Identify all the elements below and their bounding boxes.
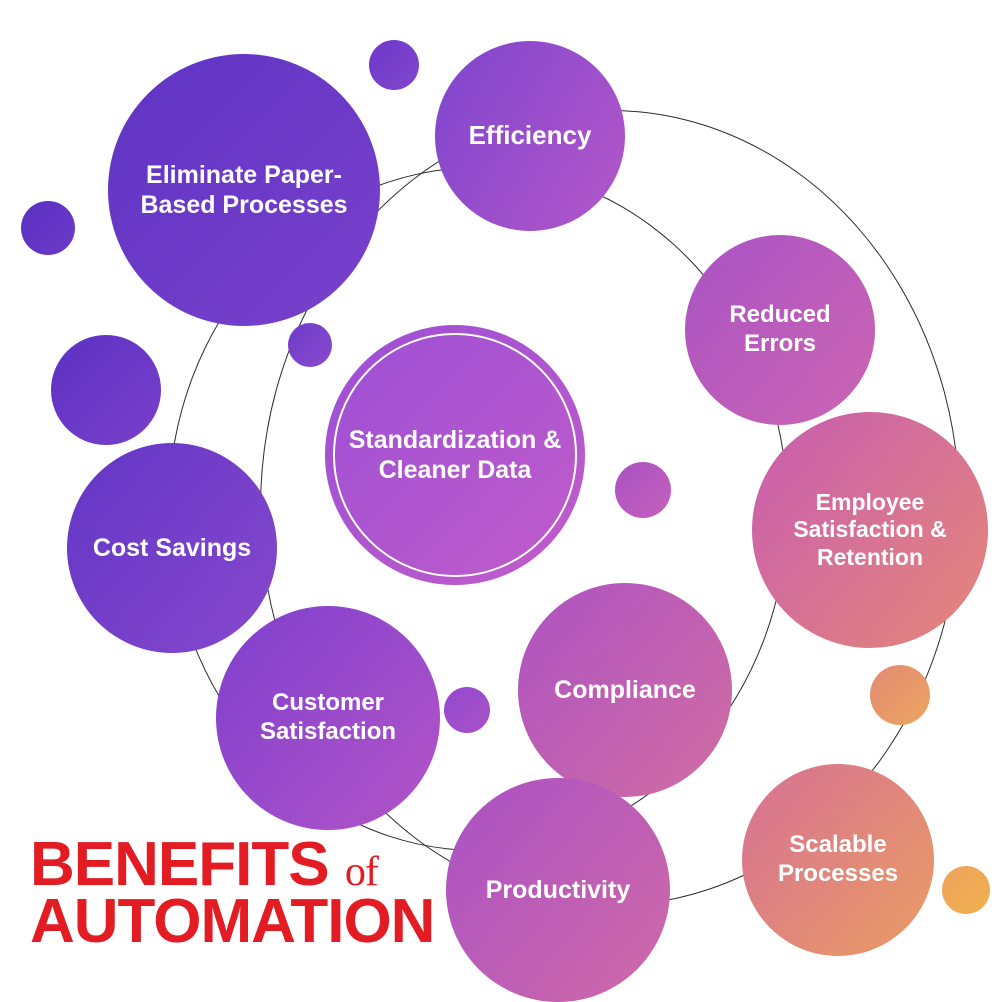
title-automation: AUTOMATION <box>30 887 434 956</box>
bubble-label: Scalable Processes <box>754 831 922 889</box>
bubble-label: Efficiency <box>469 120 592 151</box>
decorative-dot <box>51 335 161 445</box>
bubble-customer-sat: Customer Satisfaction <box>216 606 440 830</box>
infographic-canvas: Standardization & Cleaner Data Efficiency… <box>0 0 1000 1000</box>
bubble-efficiency: Efficiency <box>435 41 625 231</box>
bubble-label: Cost Savings <box>93 533 251 563</box>
decorative-dot <box>942 866 990 914</box>
bubble-label: Eliminate Paper-Based Processes <box>120 160 368 220</box>
decorative-dot <box>369 40 419 90</box>
bubble-eliminate: Eliminate Paper-Based Processes <box>108 54 380 326</box>
bubble-employee: Employee Satisfaction & Retention <box>752 412 988 648</box>
bubble-cost-savings: Cost Savings <box>67 443 277 653</box>
bubble-reduced-errors: Reduced Errors <box>685 235 875 425</box>
decorative-dot <box>444 687 490 733</box>
bubble-scalable: Scalable Processes <box>742 764 934 956</box>
bubble-label: Employee Satisfaction & Retention <box>764 489 976 572</box>
bubble-label: Compliance <box>554 675 696 705</box>
bubble-label: Customer Satisfaction <box>228 689 428 747</box>
bubble-center: Standardization & Cleaner Data <box>325 325 585 585</box>
decorative-dot <box>615 462 671 518</box>
bubble-label: Reduced Errors <box>697 301 863 359</box>
bubble-productivity: Productivity <box>446 778 670 1002</box>
bubble-label: Productivity <box>486 875 630 905</box>
decorative-dot <box>21 201 75 255</box>
decorative-dot <box>288 323 332 367</box>
bubble-compliance: Compliance <box>518 583 732 797</box>
bubble-label: Standardization & Cleaner Data <box>337 425 573 485</box>
infographic-title: BENEFITS of AUTOMATION <box>30 836 434 950</box>
decorative-dot <box>870 665 930 725</box>
